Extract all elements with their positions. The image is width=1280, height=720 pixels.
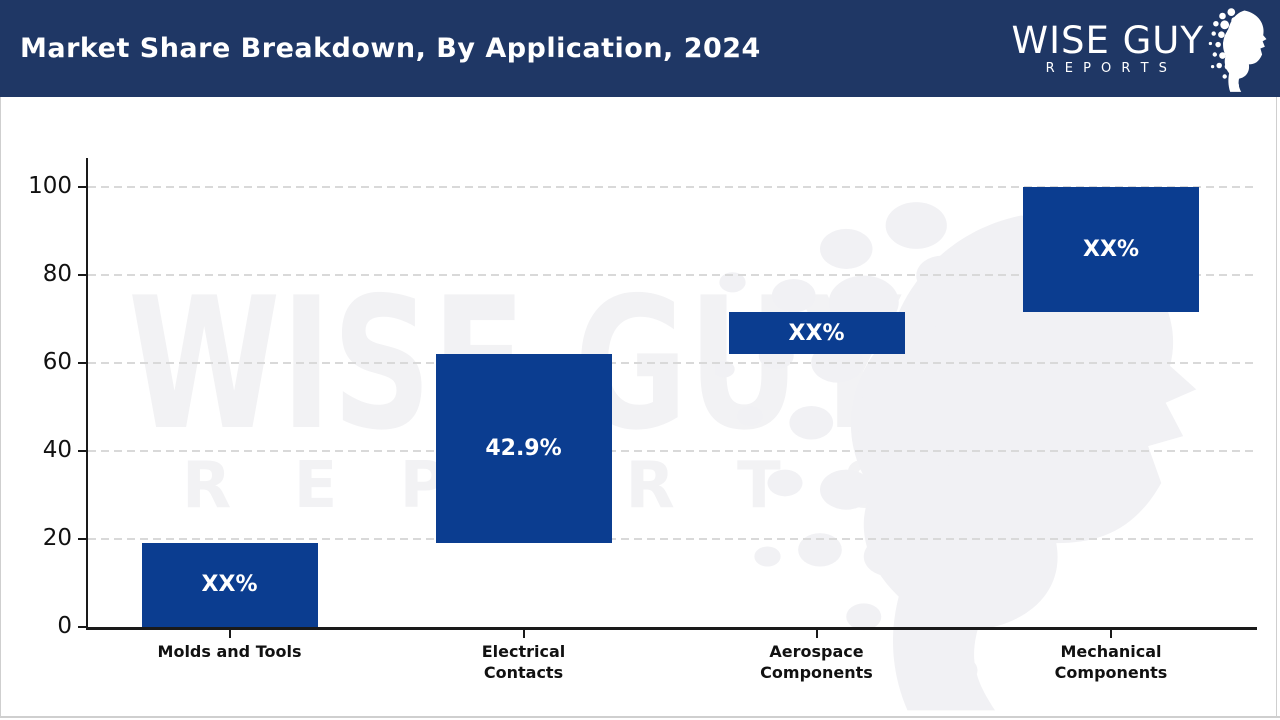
y-tick-mark: [78, 274, 88, 276]
x-category-label: Electrical Contacts: [481, 642, 566, 682]
y-tick-label: 100: [28, 173, 72, 199]
y-tick-mark: [78, 186, 88, 188]
y-tick-label: 60: [42, 349, 72, 375]
waterfall-chart: 0 20 40 60 80 100 XX% Molds and Tools 42.9% Elect…: [0, 97, 1280, 720]
x-category-label: Molds and Tools: [157, 642, 302, 661]
y-tick-label: 20: [42, 525, 72, 551]
x-axis-line: [86, 627, 1257, 630]
bar-value-label: 42.9%: [485, 436, 562, 462]
bar-value-label: XX%: [201, 572, 258, 598]
x-tick-mark: [815, 630, 818, 638]
bar-molds-and-tools: XX%: [141, 542, 318, 627]
x-tick-mark: [228, 630, 231, 638]
y-tick-label: 80: [42, 261, 72, 287]
y-tick-mark: [78, 626, 88, 628]
x-tick-mark: [522, 630, 525, 638]
gridline: [88, 186, 1257, 188]
y-tick-label: 0: [57, 613, 72, 639]
x-tick-mark: [1110, 630, 1112, 638]
brand-logo-subtitle: R E P O R T S: [1045, 61, 1170, 76]
header: Market Share Breakdown, By Application, …: [0, 0, 1280, 97]
bar-value-label: XX%: [1083, 237, 1139, 263]
bar-aerospace-components: XX%: [728, 312, 905, 355]
brand-logo: WISE GUY R E P O R T S: [1012, 5, 1272, 93]
wise-guy-face-icon: [1208, 7, 1267, 92]
gridline: [88, 362, 1257, 364]
page-border-right: [1276, 97, 1277, 717]
bar-mechanical-components: XX%: [1023, 187, 1199, 313]
bar-value-label: XX%: [788, 320, 845, 346]
brand-logo-name: WISE GUY: [1011, 19, 1204, 62]
bar-electrical-contacts: 42.9%: [435, 354, 612, 543]
y-tick-mark: [78, 362, 88, 364]
x-category-label: Mechanical Components: [1054, 642, 1168, 682]
x-category-label: Aerospace Components: [760, 642, 873, 682]
y-tick-label: 40: [42, 437, 72, 463]
y-tick-mark: [78, 538, 88, 540]
gridline: [88, 450, 1257, 452]
page-title: Market Share Breakdown, By Application, …: [20, 33, 761, 64]
gridline: [88, 274, 1257, 276]
y-tick-mark: [78, 450, 88, 452]
gridline: [88, 538, 1257, 540]
brand-logo-text: WISE GUY R E P O R T S: [1011, 19, 1204, 77]
page-border-left: [0, 97, 1, 717]
y-axis-line: [86, 158, 88, 630]
page-border-bottom: [0, 716, 1280, 718]
chart-area: WISE GUY R E P O R T S 020406080100XX%Mo…: [0, 97, 1280, 720]
